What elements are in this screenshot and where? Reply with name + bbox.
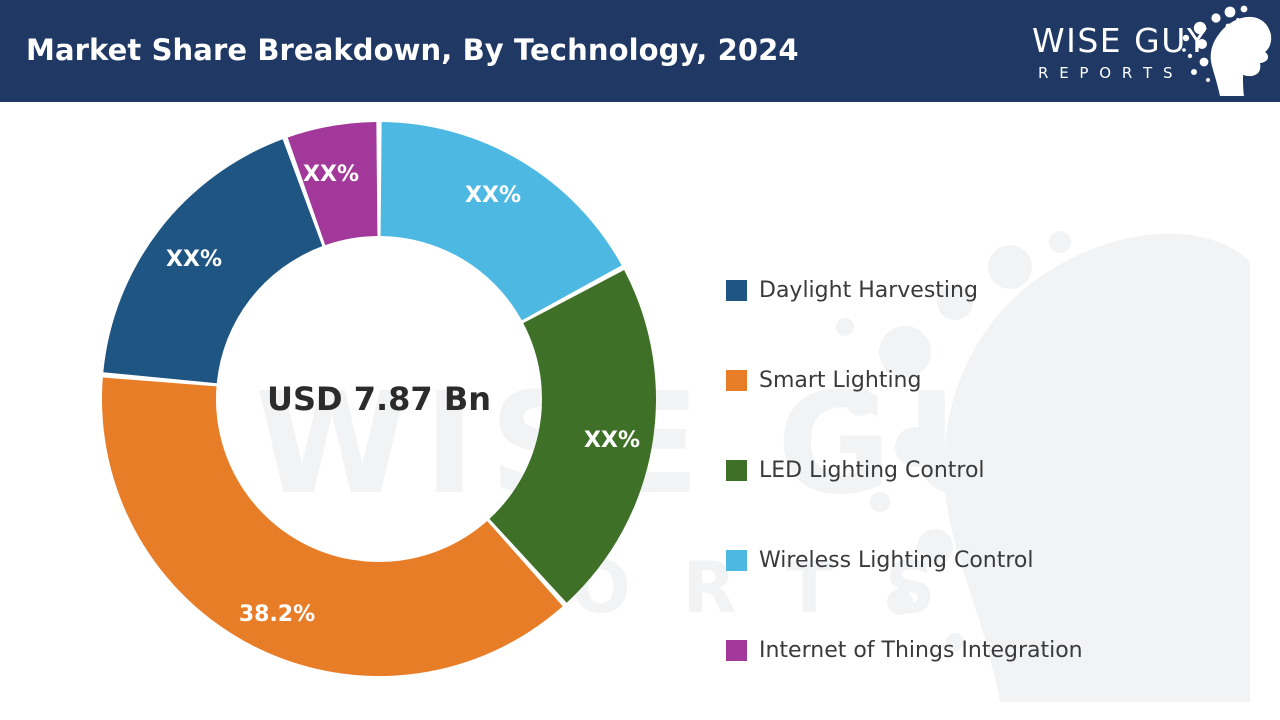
slice-value-label: XX% bbox=[465, 183, 521, 208]
legend-item-label: Smart Lighting bbox=[759, 367, 922, 393]
chart-area: WISE GUY REPORTS bbox=[0, 102, 1280, 720]
slice-value-label: XX% bbox=[303, 162, 359, 187]
legend-item[interactable]: LED Lighting Control bbox=[726, 425, 1246, 515]
donut-svg: XX% XX% 38.2% XX% XX% USD 7.87 Bn bbox=[102, 122, 656, 676]
donut-slice[interactable] bbox=[102, 377, 563, 676]
slice-value-label: 38.2% bbox=[239, 602, 315, 627]
donut-slice[interactable] bbox=[103, 139, 323, 384]
legend-item-label: Internet of Things Integration bbox=[759, 637, 1083, 663]
legend-swatch-icon bbox=[726, 459, 747, 481]
header-bar: Market Share Breakdown, By Technology, 2… bbox=[0, 0, 1280, 102]
donut-slice[interactable] bbox=[380, 122, 622, 321]
donut-center-value: USD 7.87 Bn bbox=[267, 380, 491, 418]
legend-item-label: LED Lighting Control bbox=[759, 457, 985, 483]
legend-item-label: Daylight Harvesting bbox=[759, 277, 978, 303]
donut-slice[interactable] bbox=[287, 122, 378, 246]
legend-item[interactable]: Internet of Things Integration bbox=[726, 605, 1246, 695]
legend-item[interactable]: Smart Lighting bbox=[726, 335, 1246, 425]
legend-swatch-icon bbox=[726, 369, 747, 391]
slice-value-label: XX% bbox=[166, 247, 222, 272]
legend-swatch-icon bbox=[726, 549, 747, 571]
legend-swatch-icon bbox=[726, 639, 747, 661]
donut-slice[interactable] bbox=[489, 270, 656, 603]
legend-swatch-icon bbox=[726, 279, 747, 301]
logo-wordmark-primary: WISE GUY bbox=[1032, 21, 1209, 60]
donut-chart: XX% XX% 38.2% XX% XX% USD 7.87 Bn bbox=[0, 102, 760, 720]
slice-value-label: XX% bbox=[584, 428, 640, 453]
legend-item[interactable]: Daylight Harvesting bbox=[726, 245, 1246, 335]
wise-guy-reports-logo: WISE GUY R E P O R T S bbox=[1024, 4, 1274, 98]
legend-item-label: Wireless Lighting Control bbox=[759, 547, 1034, 573]
legend: Daylight Harvesting Smart Lighting LED L… bbox=[726, 245, 1246, 695]
page-title: Market Share Breakdown, By Technology, 2… bbox=[26, 33, 799, 67]
head-silhouette-icon bbox=[1182, 5, 1272, 96]
legend-item[interactable]: Wireless Lighting Control bbox=[726, 515, 1246, 605]
logo-wordmark-secondary: R E P O R T S bbox=[1038, 64, 1175, 82]
